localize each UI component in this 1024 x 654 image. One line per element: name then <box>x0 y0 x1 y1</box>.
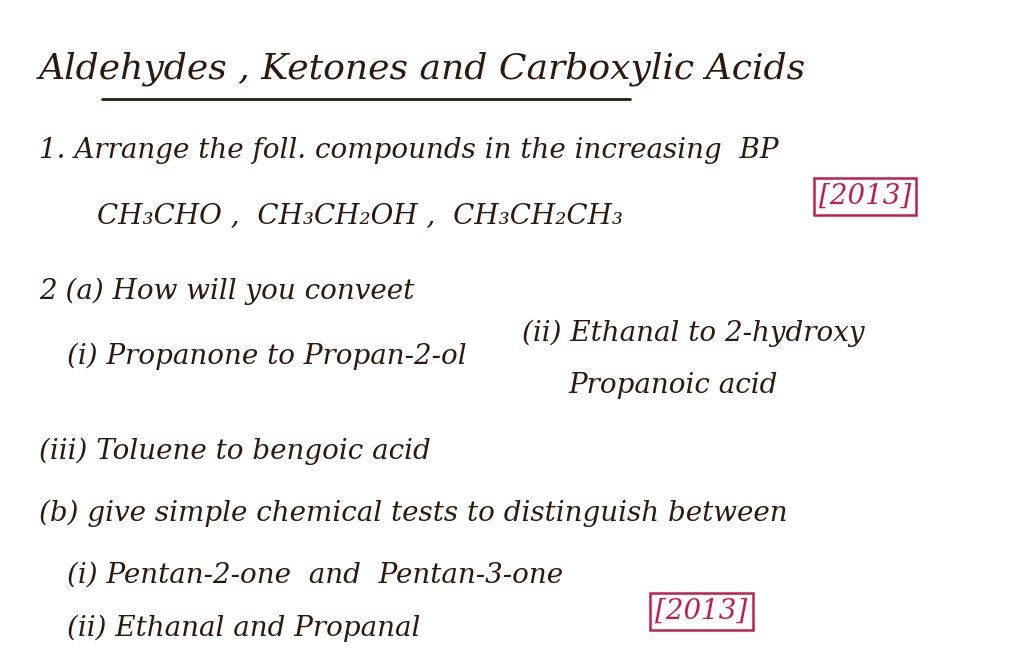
Text: 1. Arrange the foll. compounds in the increasing  BP: 1. Arrange the foll. compounds in the in… <box>39 137 778 164</box>
Text: Aldehydes , Ketones and Carboxylic Acids: Aldehydes , Ketones and Carboxylic Acids <box>39 52 806 86</box>
Text: (b) give simple chemical tests to distinguish between: (b) give simple chemical tests to distin… <box>39 500 787 527</box>
Text: (ii) Ethanal and Propanal: (ii) Ethanal and Propanal <box>67 614 420 642</box>
Text: [2013]: [2013] <box>655 598 748 625</box>
Text: [2013]: [2013] <box>819 182 911 210</box>
Text: CH₃CHO ,  CH₃CH₂OH ,  CH₃CH₂CH₃: CH₃CHO , CH₃CH₂OH , CH₃CH₂CH₃ <box>97 202 624 230</box>
Text: (iii) Toluene to bengoic acid: (iii) Toluene to bengoic acid <box>39 438 431 465</box>
Text: 2 (a) How will you conveet: 2 (a) How will you conveet <box>39 277 414 305</box>
Text: (i) Propanone to Propan-2-ol: (i) Propanone to Propan-2-ol <box>67 343 466 370</box>
Text: Propanoic acid: Propanoic acid <box>568 372 777 400</box>
Text: (ii) Ethanal to 2-hydroxy: (ii) Ethanal to 2-hydroxy <box>522 320 864 347</box>
Text: (i) Pentan-2-one  and  Pentan-3-one: (i) Pentan-2-one and Pentan-3-one <box>67 562 562 589</box>
